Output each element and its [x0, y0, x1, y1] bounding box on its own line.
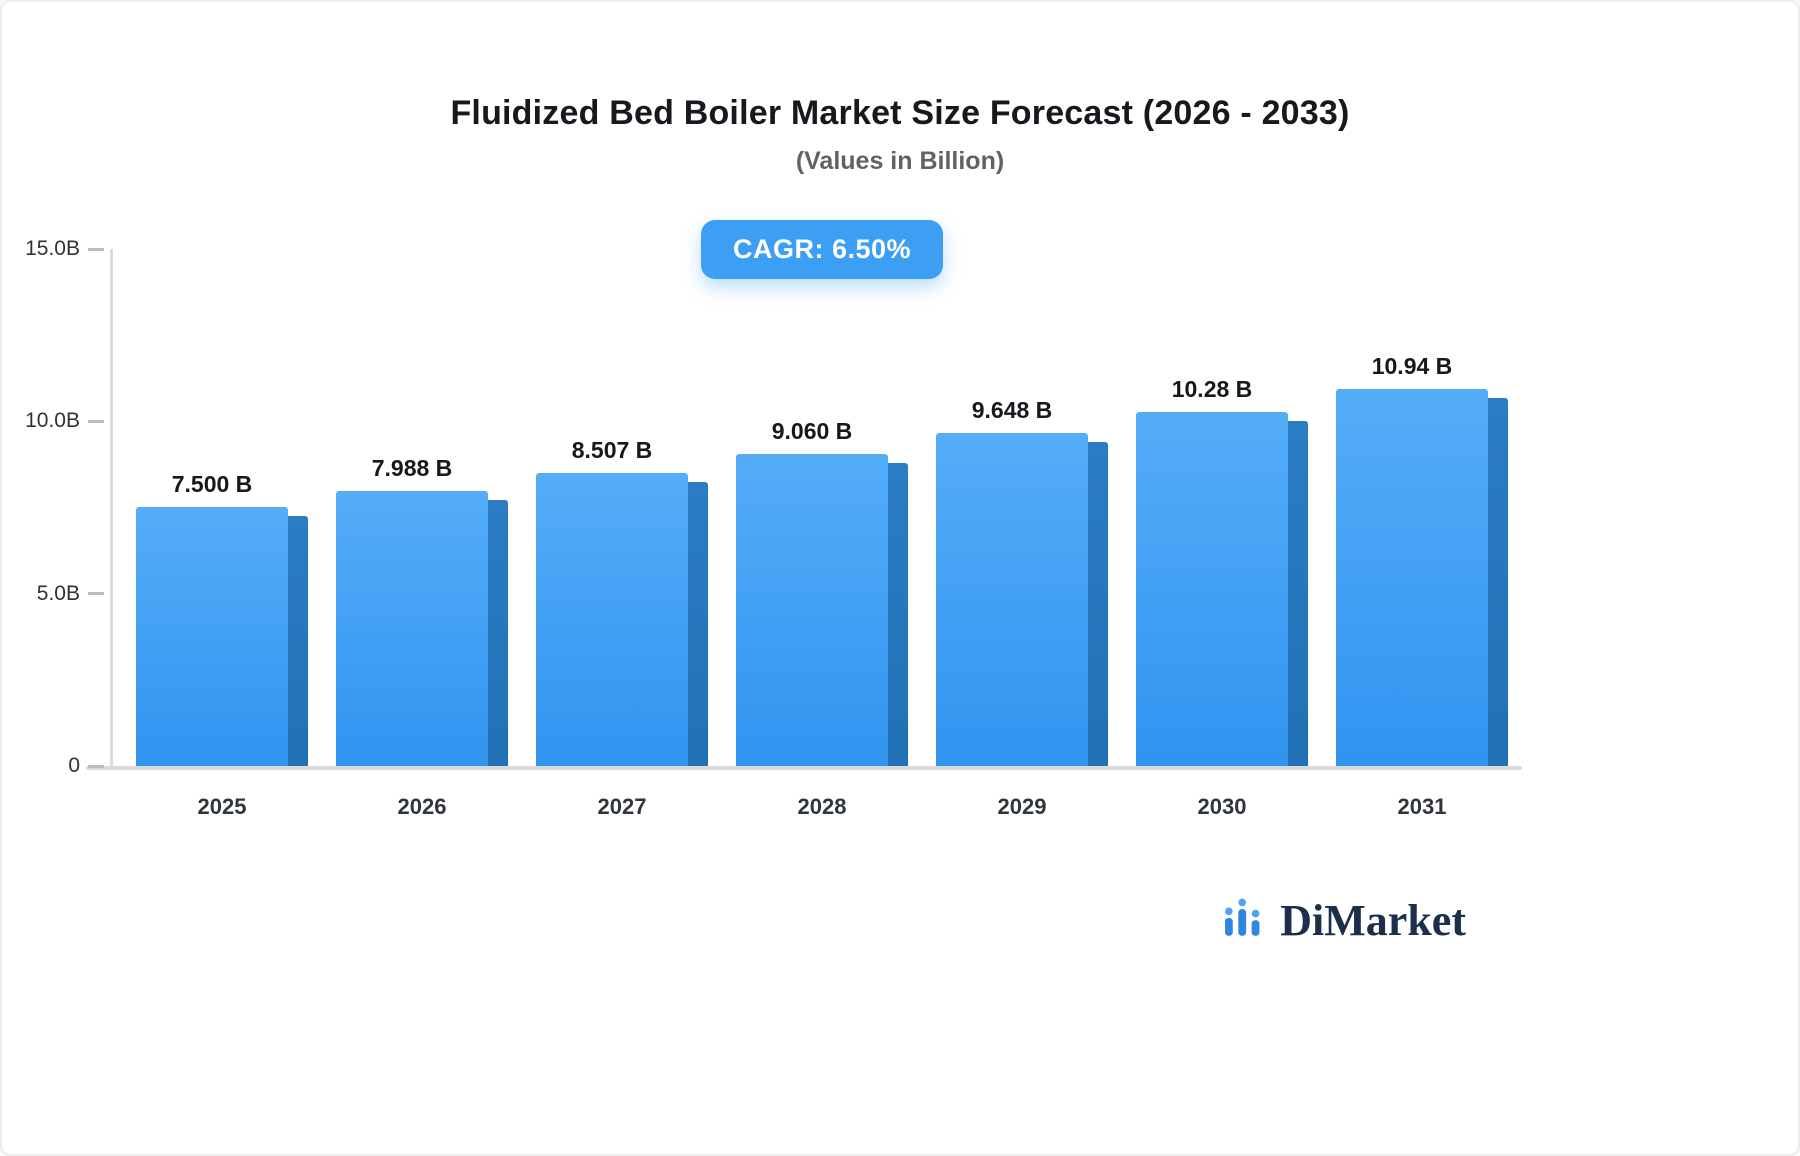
- x-axis-category-label: 2031: [1397, 794, 1447, 819]
- bar-side-face: [688, 482, 708, 766]
- bar-slot: 9.648 B 2029: [922, 249, 1122, 819]
- bar-value-label: 10.28 B: [1171, 376, 1253, 402]
- bar-group: 7.988 B: [336, 455, 508, 766]
- bar-face: [736, 454, 888, 766]
- bar-value-label: 7.500 B: [171, 471, 253, 497]
- bar-group: 9.060 B: [736, 418, 908, 766]
- cagr-badge: CAGR: 6.50%: [700, 220, 944, 279]
- bar-slot: 10.28 B 2030: [1122, 249, 1322, 819]
- bar-group: 8.507 B: [536, 437, 708, 766]
- bar: [1336, 389, 1508, 766]
- x-axis-category-label: 2029: [997, 794, 1047, 819]
- y-axis-tick-mark: [88, 592, 104, 596]
- x-axis-category-label: 2027: [597, 794, 647, 819]
- bar-group: 7.500 B: [136, 471, 308, 766]
- bar-series: 7.500 B 2025 7.988 B 2026 8.507 B 2027 9.060 B…: [122, 249, 1522, 819]
- bar: [536, 473, 708, 766]
- bar-slot: 9.060 B 2028: [722, 249, 922, 819]
- bar-side-face: [288, 516, 308, 766]
- x-axis-line: [86, 766, 1522, 770]
- bar-value-label: 10.94 B: [1371, 353, 1453, 379]
- bar: [336, 491, 508, 766]
- bar-value-label: 9.648 B: [971, 397, 1053, 423]
- bar: [736, 454, 908, 766]
- bar: [1136, 412, 1308, 766]
- y-axis-tick-label: 5.0B: [36, 581, 80, 605]
- bar-face: [136, 507, 288, 766]
- y-axis-tick-label: 10.0B: [25, 409, 80, 433]
- x-axis-category-label: 2028: [797, 794, 847, 819]
- x-axis-category-label: 2025: [197, 794, 247, 819]
- bar-group: 9.648 B: [936, 397, 1108, 766]
- bar: [936, 433, 1108, 766]
- bar-side-face: [488, 500, 508, 766]
- y-axis-tick-label: 0: [68, 754, 80, 777]
- bar-face: [536, 473, 688, 766]
- bar-face: [1136, 412, 1288, 766]
- bar-side-face: [1088, 442, 1108, 766]
- bar-group: 10.94 B: [1336, 353, 1508, 766]
- cagr-badge-row: CAGR: 6.50%: [122, 220, 1522, 279]
- bar-face: [1336, 389, 1488, 766]
- bar-face: [336, 491, 488, 766]
- chart-title: Fluidized Bed Boiler Market Size Forecas…: [450, 94, 1350, 132]
- bar-slot: 7.500 B 2025: [122, 249, 322, 819]
- bar-slot: 10.94 B 2031: [1322, 249, 1522, 819]
- y-axis-line: [110, 249, 113, 768]
- y-axis-tick-mark: [88, 764, 104, 768]
- y-axis-tick-label: 15.0B: [25, 237, 80, 260]
- x-axis-category-label: 2030: [1197, 794, 1247, 819]
- brand-logo: DiMarket: [1222, 898, 1466, 943]
- brand-logo-text: DiMarket: [1280, 896, 1466, 945]
- bar-slot: 8.507 B 2027: [522, 249, 722, 819]
- bar-side-face: [1288, 421, 1308, 766]
- x-axis-category-label: 2026: [397, 794, 447, 819]
- bar: [136, 507, 308, 766]
- chart-subtitle: (Values in Billion): [795, 147, 1005, 175]
- bar-group: 10.28 B: [1136, 376, 1308, 766]
- bar-chart-logo-icon: [1222, 898, 1268, 943]
- bar-face: [936, 433, 1088, 766]
- bar-value-label: 7.988 B: [371, 455, 453, 481]
- bar-slot: 7.988 B 2026: [322, 249, 522, 819]
- plot-area: 15.0B 10.0B 5.0B 0 7.500 B 2025 7.988 B 2026 8.…: [25, 237, 1522, 819]
- bar-side-face: [888, 463, 908, 766]
- y-axis-tick-mark: [88, 247, 104, 251]
- bar-value-label: 9.060 B: [771, 418, 853, 444]
- bar-side-face: [1488, 398, 1508, 766]
- y-axis-tick-mark: [88, 419, 104, 423]
- bar-value-label: 8.507 B: [571, 437, 653, 463]
